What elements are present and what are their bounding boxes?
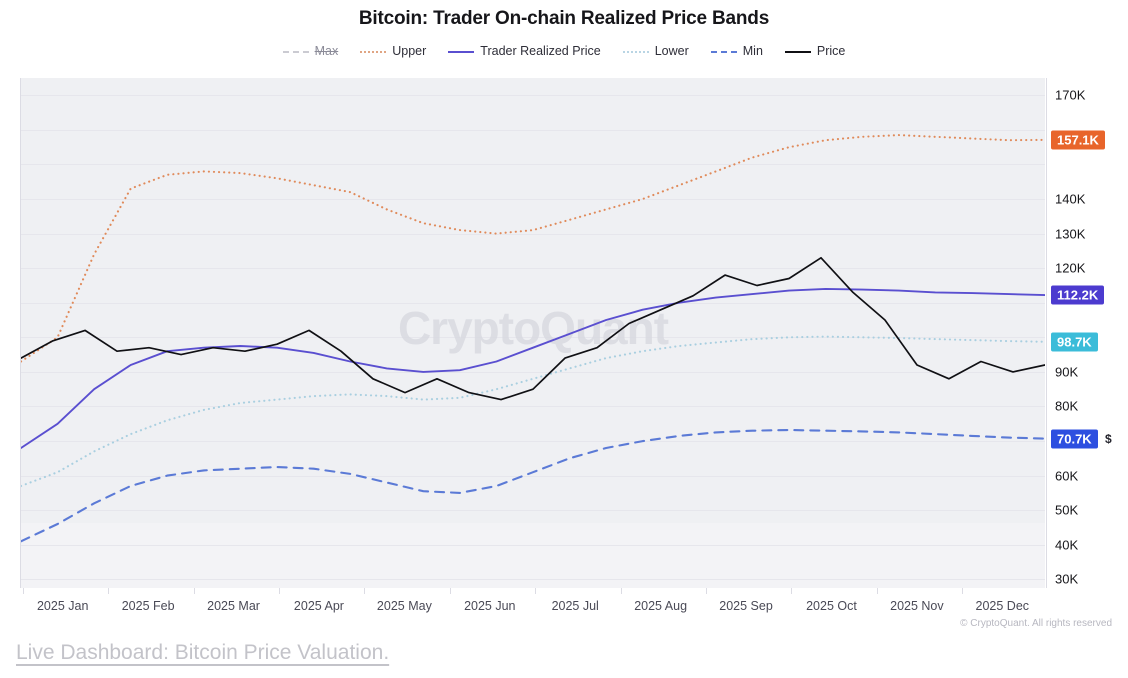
gridline: [21, 475, 1045, 477]
legend-item-lower[interactable]: Lower: [622, 44, 689, 58]
gridline: [21, 544, 1045, 546]
y-axis-tick-label: 30K: [1055, 571, 1079, 587]
legend-item-price[interactable]: Price: [784, 44, 846, 58]
gridline: [21, 371, 1045, 373]
gridline: [21, 406, 1045, 408]
legend-item-label: Min: [742, 44, 763, 58]
y-axis-value-badge[interactable]: 157.1K: [1051, 130, 1105, 150]
x-axis-tick-label: 2025 Jul: [551, 599, 599, 613]
legend-item-trader-realized-price[interactable]: Trader Realized Price: [448, 44, 601, 58]
chart-legend: Max Upper Trader Realized Price Lower Min Pri…: [0, 44, 1128, 58]
y-axis[interactable]: 170K 140K 130K 120K 90K 80K 60K 50K 40K 30K 157.1K…: [1046, 78, 1128, 588]
x-axis-tick-label: 2025 Apr: [293, 599, 344, 613]
x-axis-tick-mark: [278, 588, 280, 594]
legend-swatch-icon: [360, 46, 387, 57]
gridline: [21, 95, 1045, 97]
y-axis-tick-label: 80K: [1055, 398, 1079, 414]
gridline: [21, 268, 1045, 270]
y-axis-tick-label: 60K: [1055, 468, 1079, 484]
x-axis-tick-mark: [22, 588, 24, 594]
legend-swatch-icon: [448, 46, 475, 57]
y-axis-value-badge[interactable]: 112.2K: [1051, 285, 1105, 305]
gridline: [21, 441, 1045, 443]
y-axis-tick-label: 140K: [1055, 191, 1086, 207]
x-axis-tick-mark: [364, 588, 366, 594]
legend-item-max[interactable]: Max: [282, 44, 339, 58]
legend-item-label: Max: [314, 44, 339, 58]
x-axis-tick-mark: [876, 588, 878, 594]
x-axis-tick-mark: [620, 588, 622, 594]
x-axis-tick-mark: [108, 588, 110, 594]
series-container: [21, 134, 1045, 543]
x-axis-tick-mark: [449, 588, 451, 594]
plot-area[interactable]: CryptoQuant: [20, 78, 1045, 588]
y-axis-value-badge[interactable]: 70.7K: [1051, 429, 1098, 449]
legend-swatch-icon: [282, 46, 309, 57]
series-line-lower: [21, 335, 1045, 488]
x-axis-tick-mark: [193, 588, 195, 594]
plot-inner-background: [21, 78, 1045, 523]
legend-item-label: Trader Realized Price: [480, 44, 601, 58]
gridline: [21, 129, 1045, 131]
legend-item-label: Upper: [392, 44, 427, 58]
x-axis-tick-mark: [535, 588, 537, 594]
x-axis-tick-label: 2025 May: [376, 599, 432, 613]
series-line-price: [21, 256, 1045, 401]
gridline: [21, 302, 1045, 304]
y-axis-tick-label: 40K: [1055, 537, 1079, 553]
gridline: [21, 199, 1045, 201]
y-axis-tick-label: 170K: [1055, 87, 1086, 103]
y-axis-tick-label: 130K: [1055, 226, 1086, 242]
legend-item-upper[interactable]: Upper: [360, 44, 426, 58]
live-dashboard-link[interactable]: Live Dashboard: Bitcoin Price Valuation.: [16, 641, 390, 664]
legend-swatch-icon: [622, 46, 649, 57]
x-axis-tick-label: 2025 Dec: [975, 599, 1030, 613]
x-axis-tick-label: 2025 Jan: [36, 599, 89, 613]
y-axis-tick-label: 120K: [1055, 260, 1086, 276]
copyright-text: © CryptoQuant. All rights reserved: [960, 618, 1112, 629]
x-axis-tick-mark: [706, 588, 708, 594]
y-axis-tick-label: 50K: [1055, 502, 1079, 518]
x-axis-tick-label: 2025 Oct: [806, 599, 857, 613]
y-axis-tick-label: 90K: [1055, 364, 1079, 380]
legend-swatch-icon: [710, 46, 737, 57]
gridline: [21, 337, 1045, 339]
x-axis-tick-label: 2025 Aug: [634, 599, 688, 613]
x-axis-tick-label: 2025 Sep: [719, 599, 773, 613]
gridline: [21, 164, 1045, 166]
gridlines: [21, 78, 1045, 588]
gridline: [21, 510, 1045, 512]
legend-item-label: Price: [816, 44, 846, 58]
page-title: Bitcoin: Trader On-chain Realized Price …: [358, 8, 770, 29]
x-axis-tick-mark: [962, 588, 964, 594]
x-axis-tick-label: 2025 Nov: [890, 599, 944, 613]
x-axis: 2025 Jan 2025 Feb 2025 Mar 2025 Apr 2025 May…: [20, 588, 1045, 618]
gridline: [21, 579, 1045, 581]
currency-toggle-icon[interactable]: $: [1105, 431, 1112, 446]
x-axis-tick-label: 2025 Mar: [207, 599, 260, 613]
series-line-min: [21, 428, 1045, 543]
y-axis-value-badge[interactable]: 98.7K: [1051, 332, 1098, 352]
legend-swatch-icon: [784, 46, 811, 57]
legend-item-label: Lower: [654, 44, 689, 58]
series-line-upper: [21, 134, 1045, 363]
x-axis-tick-label: 2025 Jun: [464, 599, 516, 613]
x-axis-tick-label: 2025 Feb: [121, 599, 175, 613]
gridline: [21, 233, 1045, 235]
series-line-trader-realized-price: [21, 287, 1045, 449]
legend-item-min[interactable]: Min: [710, 44, 763, 58]
x-axis-tick-mark: [791, 588, 793, 594]
